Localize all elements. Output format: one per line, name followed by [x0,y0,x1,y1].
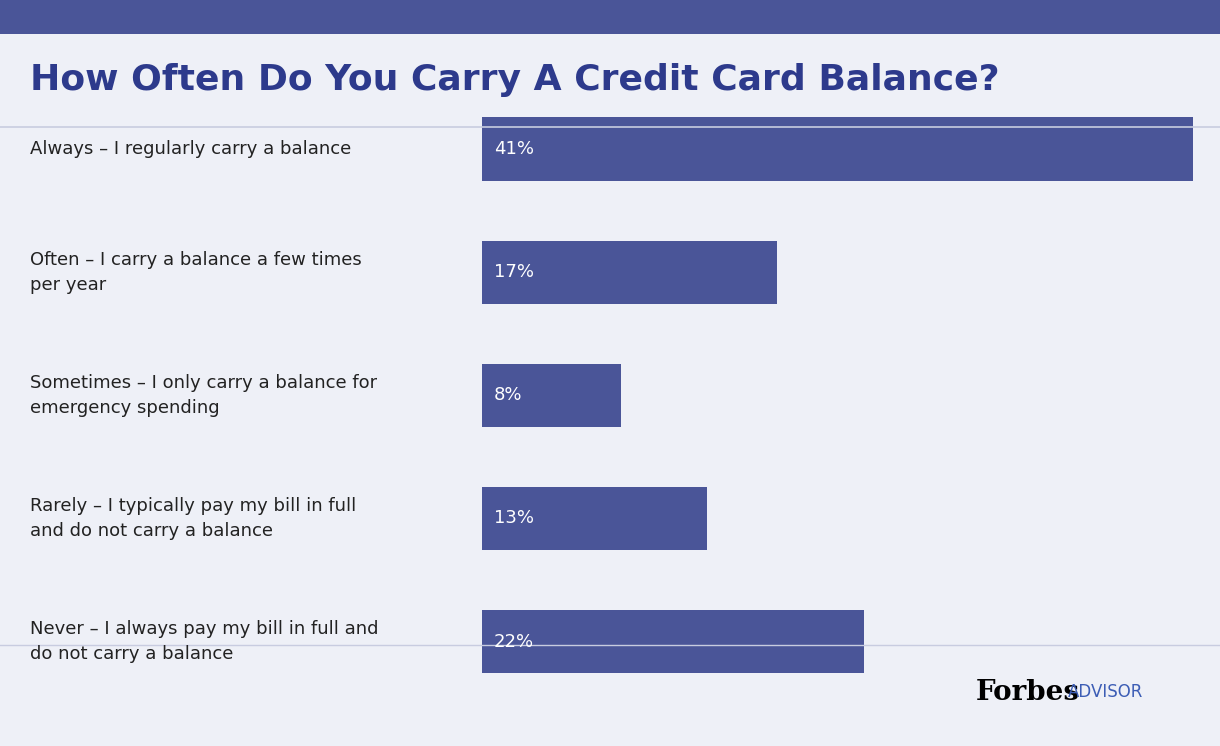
Text: Forbes: Forbes [976,679,1080,706]
Bar [482,117,1193,181]
Bar [0,0,1220,34]
Text: How Often Do You Carry A Credit Card Balance?: How Often Do You Carry A Credit Card Bal… [30,63,1000,97]
Bar [482,240,777,304]
Bar [482,610,864,673]
Text: 17%: 17% [494,263,534,281]
Text: Often – I carry a balance a few times
per year: Often – I carry a balance a few times pe… [30,251,362,294]
Text: Sometimes – I only carry a balance for
emergency spending: Sometimes – I only carry a balance for e… [30,374,378,417]
Text: 13%: 13% [494,510,534,527]
Text: Always – I regularly carry a balance: Always – I regularly carry a balance [30,140,351,158]
Bar [0,34,1220,127]
Text: Rarely – I typically pay my bill in full
and do not carry a balance: Rarely – I typically pay my bill in full… [30,497,356,540]
Text: 41%: 41% [494,140,534,158]
Text: 8%: 8% [494,386,522,404]
Text: 22%: 22% [494,633,534,651]
Text: ADVISOR: ADVISOR [1068,683,1143,701]
Text: Never – I always pay my bill in full and
do not carry a balance: Never – I always pay my bill in full and… [30,620,379,663]
Bar [482,486,708,550]
Bar [482,363,621,427]
